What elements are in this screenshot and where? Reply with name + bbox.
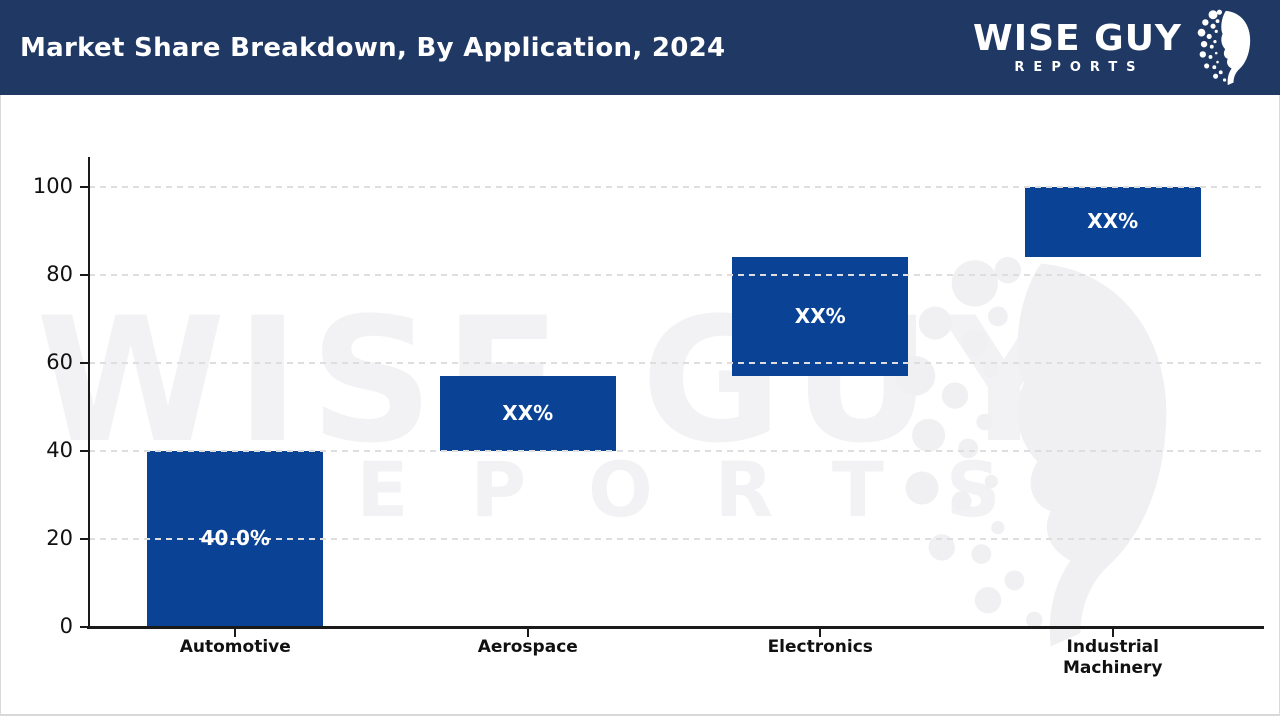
y-axis-line	[88, 157, 90, 628]
y-tick-label-0: 0	[59, 614, 73, 638]
x-tick-mark-electronics	[819, 629, 822, 637]
y-tick-mark-60	[80, 362, 89, 364]
gridline-20	[89, 538, 1265, 540]
y-tick-mark-80	[80, 274, 89, 276]
plot-area: 0 20 40 60 80 100 40.0% Automotive XX% Aerospace X…	[1, 95, 1279, 714]
page-title: Market Share Breakdown, By Application, …	[20, 32, 726, 63]
y-tick-label-20: 20	[46, 526, 73, 550]
x-axis-label-industrial-machinery: Industrial Machinery	[1063, 637, 1163, 679]
watermark-subtitle: REPORTS	[236, 445, 1063, 534]
x-axis-label-electronics: Electronics	[767, 637, 873, 657]
y-tick-mark-100	[80, 186, 89, 188]
gridline-100	[89, 186, 1265, 188]
y-tick-mark-0	[80, 626, 89, 628]
chart-card: WISE GUY REPORTS 0 20 40 60 80 100 40.0% Automo…	[0, 95, 1280, 716]
y-tick-mark-20	[80, 538, 89, 540]
logo-wordmark: WISE GUY	[972, 17, 1182, 59]
x-axis-label-aerospace: Aerospace	[477, 637, 578, 657]
gridline-80	[89, 274, 1265, 276]
bar-value-label-automotive: 40.0%	[200, 526, 270, 550]
x-tick-mark-aerospace	[526, 629, 529, 637]
bar-value-label-electronics: XX%	[794, 303, 846, 328]
logo-subtitle: REPORTS	[1014, 59, 1145, 75]
x-axis-line	[87, 626, 1264, 629]
x-tick-mark-automotive	[234, 629, 237, 637]
bar-value-label-industrial-machinery: XX%	[1087, 209, 1139, 234]
bar-industrial-machinery	[1024, 187, 1201, 258]
gridline-40	[89, 450, 1265, 452]
x-axis-label-automotive: Automotive	[179, 637, 291, 657]
bar-electronics	[732, 257, 909, 377]
y-tick-mark-40	[80, 450, 89, 452]
bar-value-label-aerospace: XX%	[502, 400, 554, 425]
bar-aerospace	[439, 376, 616, 451]
dotted-face-icon	[1197, 9, 1251, 85]
y-tick-label-40: 40	[46, 438, 73, 462]
y-tick-label-60: 60	[46, 350, 73, 374]
x-tick-mark-industrial-machinery	[1111, 629, 1114, 637]
y-tick-label-100: 100	[32, 174, 73, 198]
wise-guy-reports-logo: WISE GUY REPORTS	[973, 8, 1254, 88]
y-tick-label-80: 80	[46, 262, 73, 286]
logo-text: WISE GUY REPORTS	[972, 17, 1182, 75]
header-banner: Market Share Breakdown, By Application, …	[0, 0, 1280, 95]
gridline-60	[89, 362, 1265, 364]
